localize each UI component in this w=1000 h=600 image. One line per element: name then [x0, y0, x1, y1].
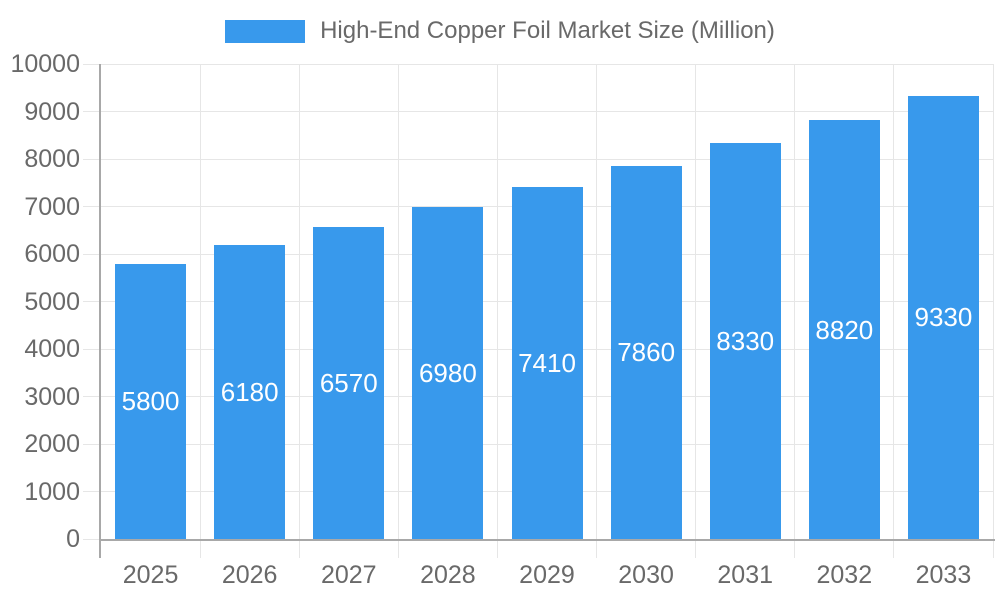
y-gridline: [83, 158, 993, 160]
y-tick-label: 6000: [24, 240, 80, 268]
bar-value-label: 6180: [220, 377, 279, 408]
y-tick-label: 1000: [24, 477, 80, 506]
bar[interactable]: 7860: [610, 165, 682, 539]
x-tick-label: 2031: [717, 561, 774, 589]
bar[interactable]: 8820: [808, 120, 880, 539]
bar-value-label: 8820: [815, 314, 874, 345]
bar[interactable]: 6180: [214, 245, 286, 539]
y-tick-label: 3000: [24, 382, 80, 411]
bar[interactable]: 6570: [313, 226, 385, 539]
bar-value-label: 7410: [518, 348, 576, 378]
x-tick-label: 2030: [618, 561, 674, 589]
x-tick-label: 2033: [915, 561, 972, 589]
x-gridline: [596, 64, 598, 558]
bar-value-label: 7860: [617, 337, 676, 368]
y-tick-label: 2000: [24, 430, 80, 458]
bar-value-label: 6980: [418, 358, 477, 389]
legend-label: High-End Copper Foil Market Size (Millio…: [320, 17, 775, 44]
bar[interactable]: 5800: [115, 263, 187, 539]
y-tick-label: 5000: [24, 287, 80, 316]
x-tick-label: 2027: [320, 561, 377, 589]
y-tick-label: 0: [66, 525, 80, 553]
x-gridline: [199, 64, 201, 558]
bar[interactable]: 8330: [709, 143, 781, 539]
y-tick-label: 9000: [24, 97, 80, 126]
y-tick-label: 8000: [24, 145, 80, 173]
y-tick-label: 4000: [24, 335, 80, 363]
x-gridline: [496, 64, 498, 558]
x-tick-label: 2032: [816, 561, 873, 589]
bar-value-label: 6570: [319, 367, 378, 398]
bar[interactable]: 9330: [907, 95, 979, 539]
x-gridline: [893, 64, 895, 558]
legend-item[interactable]: High-End Copper Foil Market Size (Millio…: [0, 14, 1000, 48]
bar-value-label: 9330: [914, 302, 973, 333]
x-tick-label: 2025: [122, 561, 179, 589]
y-axis-line: [99, 64, 101, 558]
x-gridline: [397, 64, 399, 558]
y-gridline: [83, 63, 993, 65]
bar[interactable]: 7410: [511, 187, 583, 539]
x-gridline: [992, 64, 994, 558]
x-gridline: [695, 64, 697, 558]
x-tick-label: 2029: [519, 561, 575, 589]
legend-swatch-icon: [225, 19, 306, 43]
x-gridline: [794, 64, 796, 558]
bar-value-label: 5800: [121, 386, 180, 417]
plot-area: 0 1000 2000 3000 4000 5000 6000 7000 8000 9000 100…: [10, 50, 995, 589]
x-axis-line: [99, 539, 995, 541]
x-tick-label: 2026: [221, 561, 278, 589]
bar-value-label: 8330: [716, 326, 775, 357]
bar[interactable]: 6980: [412, 207, 484, 539]
x-tick-label: 2028: [420, 561, 476, 589]
y-gridline: [83, 111, 993, 112]
y-zero-tick: [83, 538, 101, 540]
y-tick-label: 7000: [24, 192, 80, 221]
y-tick-label: 10000: [10, 50, 80, 78]
x-gridline: [298, 64, 300, 558]
